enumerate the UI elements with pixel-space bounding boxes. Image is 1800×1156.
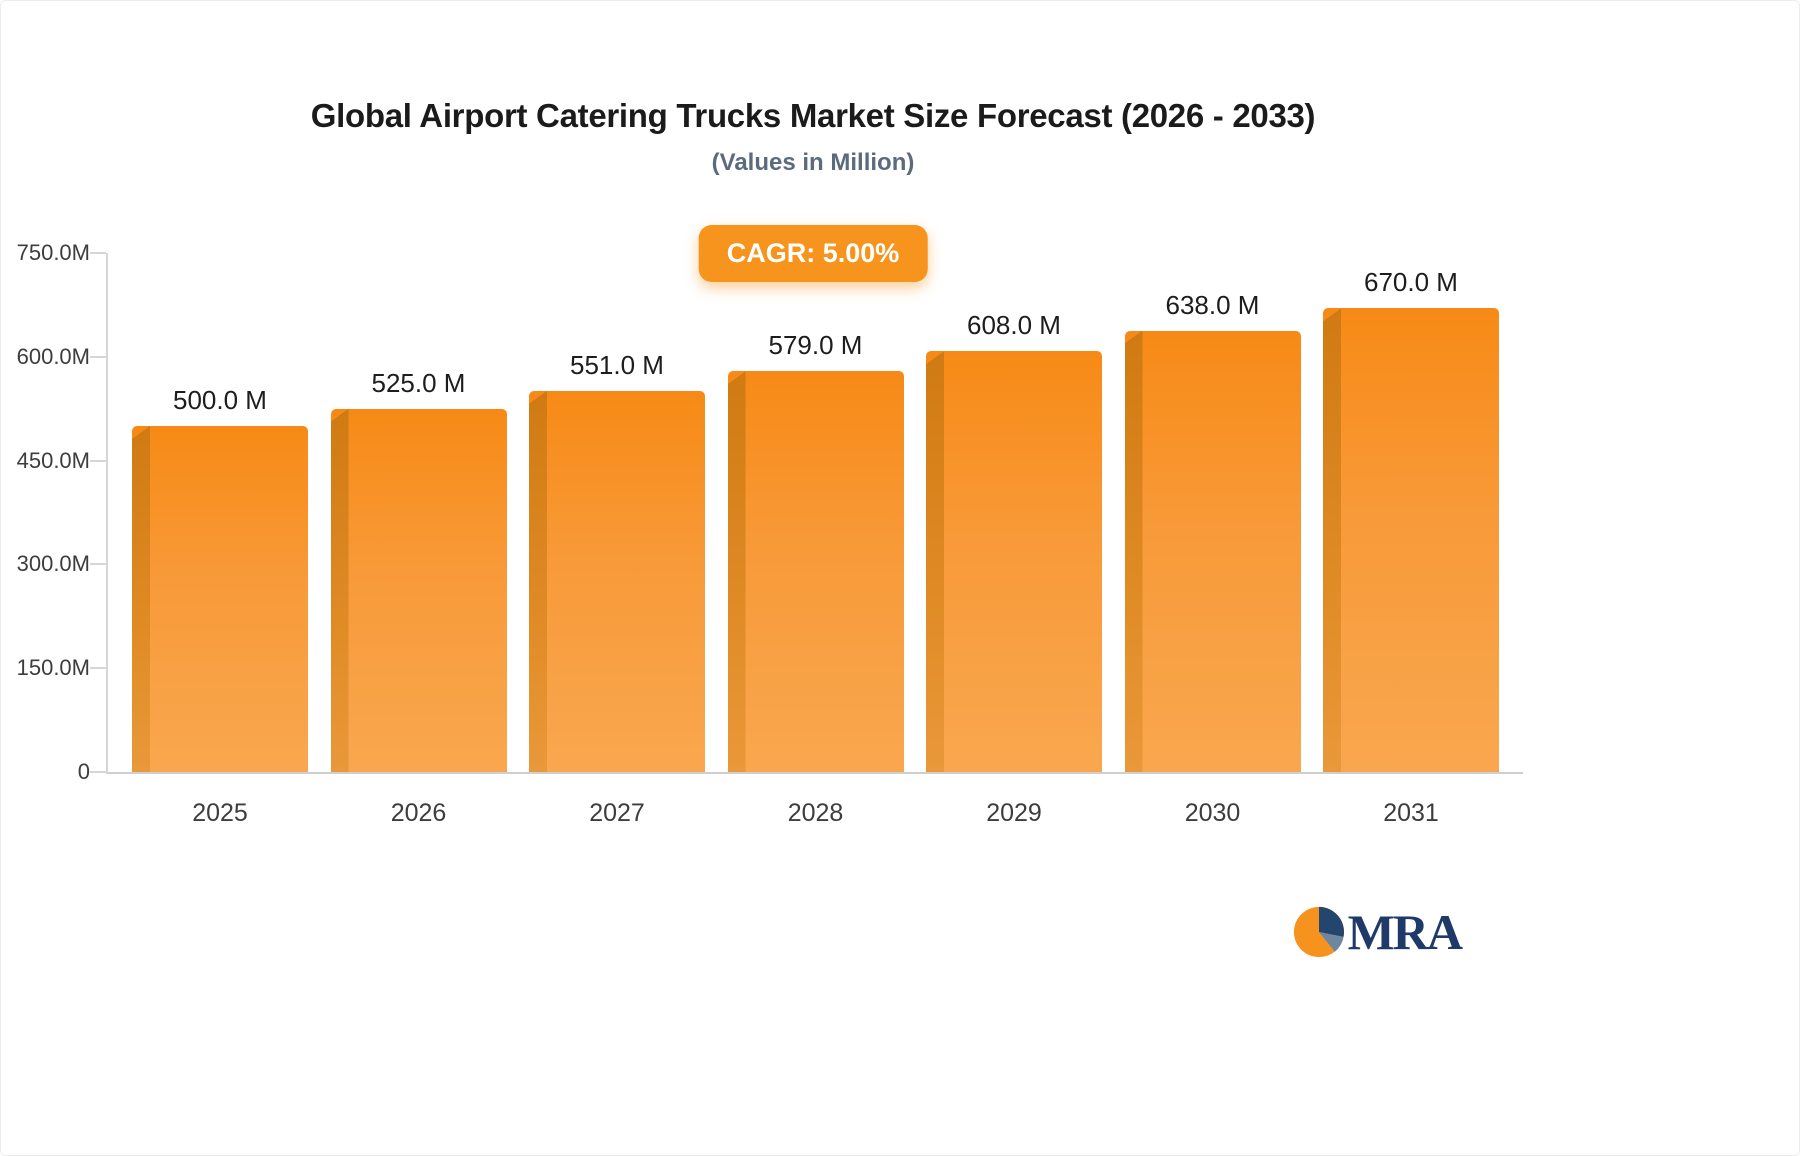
x-axis-tick-label: 2027 [589, 799, 645, 827]
bar-2029 [926, 351, 1102, 772]
bar-value-label: 500.0 M [173, 385, 267, 415]
x-axis-tick-label: 2029 [986, 799, 1042, 827]
bar-value-label: 670.0 M [1364, 267, 1458, 298]
bar-2031 [1323, 308, 1499, 772]
x-axis-tick-label: 2025 [192, 799, 248, 827]
bar-group-2025: 500.0 M 2025 [132, 253, 308, 827]
bar-2026 [330, 408, 507, 772]
y-axis-tick-label: 600.0M [16, 343, 90, 369]
bars-row: 500.0 M 2025 525.0 M 2026 551.0 M 2027 579.0 M… [108, 253, 1523, 827]
y-axis-tick-label: 150.0M [16, 655, 90, 681]
y-axis-tick-label: 450.0M [16, 447, 90, 473]
brand-logo: MRA [1292, 904, 1463, 960]
bar-group-2029: 608.0 M 2029 [926, 253, 1102, 827]
y-axis-tick-mark [90, 252, 106, 254]
bar-2028 [727, 371, 904, 772]
brand-logo-text: MRA [1347, 904, 1463, 960]
x-axis-tick-label: 2028 [787, 799, 844, 827]
y-axis-tick-label: 300.0M [16, 551, 90, 577]
y-axis-tick-mark [90, 459, 106, 462]
cagr-badge: CAGR: 5.00% [698, 225, 928, 282]
y-axis-tick-label: 750.0M [16, 240, 90, 265]
brand-logo-pie-icon [1293, 906, 1344, 958]
y-axis-tick-label: 0 [77, 759, 90, 784]
bar-2030 [1124, 330, 1301, 772]
x-axis-tick-label: 2030 [1184, 799, 1241, 827]
y-axis-tick-mark [90, 667, 106, 670]
bar-2027 [529, 390, 705, 772]
bar-value-label: 608.0 M [967, 310, 1061, 341]
bar-group-2027: 551.0 M 2027 [529, 253, 705, 827]
bar-group-2031: 670.0 M 2031 [1323, 253, 1499, 827]
bar-value-label: 551.0 M [570, 349, 664, 380]
bar-value-label: 525.0 M [371, 367, 466, 398]
y-axis-tick-mark [90, 771, 106, 773]
bar-value-label: 579.0 M [768, 330, 863, 361]
bar-2025 [132, 426, 308, 772]
y-axis-tick-mark [90, 563, 106, 566]
x-axis-tick-label: 2026 [390, 799, 447, 827]
bar-value-label: 638.0 M [1165, 289, 1260, 320]
x-axis-tick-label: 2031 [1383, 799, 1439, 827]
chart-title: Global Airport Catering Trucks Market Si… [310, 97, 1316, 134]
plot-area: 500.0 M 2025 525.0 M 2026 551.0 M 2027 579.0 M… [17, 240, 1523, 827]
chart-subtitle: (Values in Million) [711, 149, 915, 176]
bar-group-2028: 579.0 M 2028 [727, 253, 904, 827]
y-axis-tick-mark [90, 355, 106, 358]
bar-group-2030: 638.0 M 2030 [1124, 253, 1301, 827]
bar-group-2026: 525.0 M 2026 [330, 253, 507, 827]
